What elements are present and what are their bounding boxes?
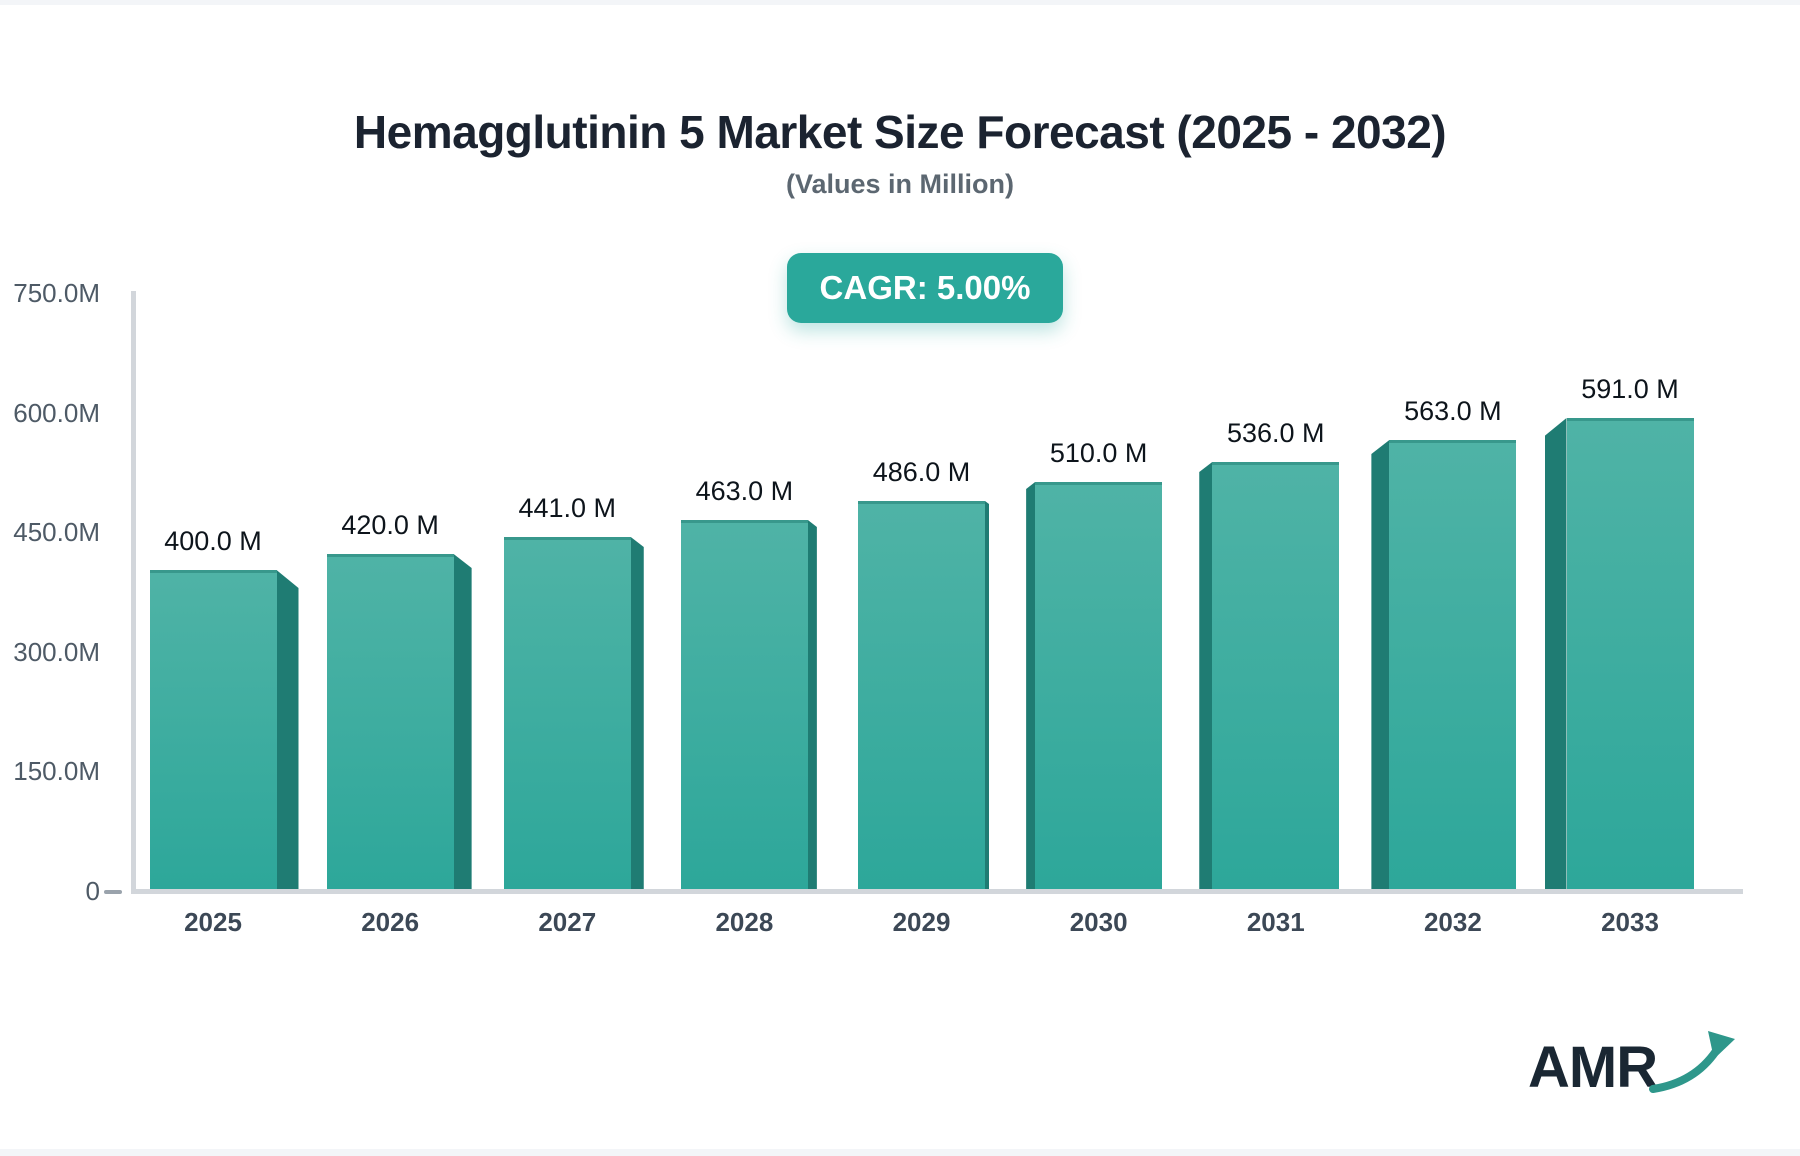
y-axis-tick-label: 450.0M (13, 517, 100, 548)
bar-front-2028 (680, 520, 808, 889)
bar-side-2027 (630, 537, 644, 889)
bar-side-2029 (985, 501, 989, 889)
chart-subtitle: (Values in Million) (785, 169, 1015, 199)
y-axis-tick-label: 0 (85, 876, 100, 906)
bar-front-2026 (326, 554, 454, 889)
x-axis-tick-label: 2031 (1246, 907, 1305, 937)
x-axis-tick-label: 2033 (1601, 907, 1659, 937)
bar-value-label: 591.0 M (1581, 374, 1679, 404)
bar-value-label: 510.0 M (1049, 438, 1148, 468)
x-axis-tick-label: 2030 (1069, 907, 1128, 937)
cagr-badge-label: CAGR: 5.00% (819, 269, 1031, 306)
x-axis-tick-label: 2025 (184, 907, 242, 937)
bar-value-label: 420.0 M (341, 510, 439, 540)
x-axis-tick-label: 2028 (715, 907, 774, 937)
bar-front-2027 (503, 537, 631, 889)
bar-value-label: 486.0 M (872, 457, 971, 487)
bar-front-2025 (149, 570, 277, 889)
bar-side-2026 (453, 554, 472, 889)
bar-side-2028 (807, 520, 817, 889)
bar-chart-plot: 750.0M 600.0M 450.0M 300.0M 150.0M 0 400.0 M 20… (0, 5, 1800, 1149)
amr-logo: AMR (1528, 1031, 1737, 1101)
x-axis-tick-label: 2029 (892, 907, 951, 937)
zero-tick-dash (104, 890, 122, 894)
bar-side-2025 (276, 570, 299, 889)
bar-side-2031 (1199, 462, 1213, 889)
bar-value-label: 463.0 M (695, 476, 794, 506)
x-axis-line (131, 889, 1743, 894)
y-axis-tick-label: 300.0M (13, 636, 100, 667)
bar-front-2029 (858, 501, 985, 889)
x-axis-tick-label: 2032 (1423, 907, 1482, 937)
cagr-badge: CAGR: 5.00% (787, 253, 1063, 323)
x-axis-tick-label: 2027 (538, 907, 597, 937)
y-axis-tick-label: 150.0M (13, 756, 100, 787)
bar-side-2033 (1544, 418, 1567, 889)
bar-value-label: 536.0 M (1226, 418, 1325, 448)
bar-side-2030 (1026, 482, 1036, 889)
bar-front-2032 (1389, 440, 1517, 889)
bar-value-label: 441.0 M (518, 493, 617, 523)
y-axis-tick-label: 750.0M (13, 278, 100, 308)
bar-value-label: 563.0 M (1404, 396, 1502, 426)
bar-value-label: 400.0 M (164, 526, 262, 556)
chart-title: Hemagglutinin 5 Market Size Forecast (20… (353, 106, 1447, 158)
bar-front-2033 (1566, 418, 1694, 889)
chart-card: Hemagglutinin 5 Market Size Forecast (20… (0, 5, 1800, 1149)
growth-arrow-icon (1649, 1031, 1736, 1093)
bar-side-2032 (1371, 440, 1390, 889)
x-axis-tick-label: 2026 (361, 907, 420, 937)
amr-logo-text: AMR (1528, 1035, 1658, 1100)
y-axis-line (131, 291, 136, 889)
bar-front-2030 (1035, 482, 1163, 889)
bar-front-2031 (1212, 462, 1340, 889)
y-axis-tick-label: 600.0M (13, 397, 100, 428)
